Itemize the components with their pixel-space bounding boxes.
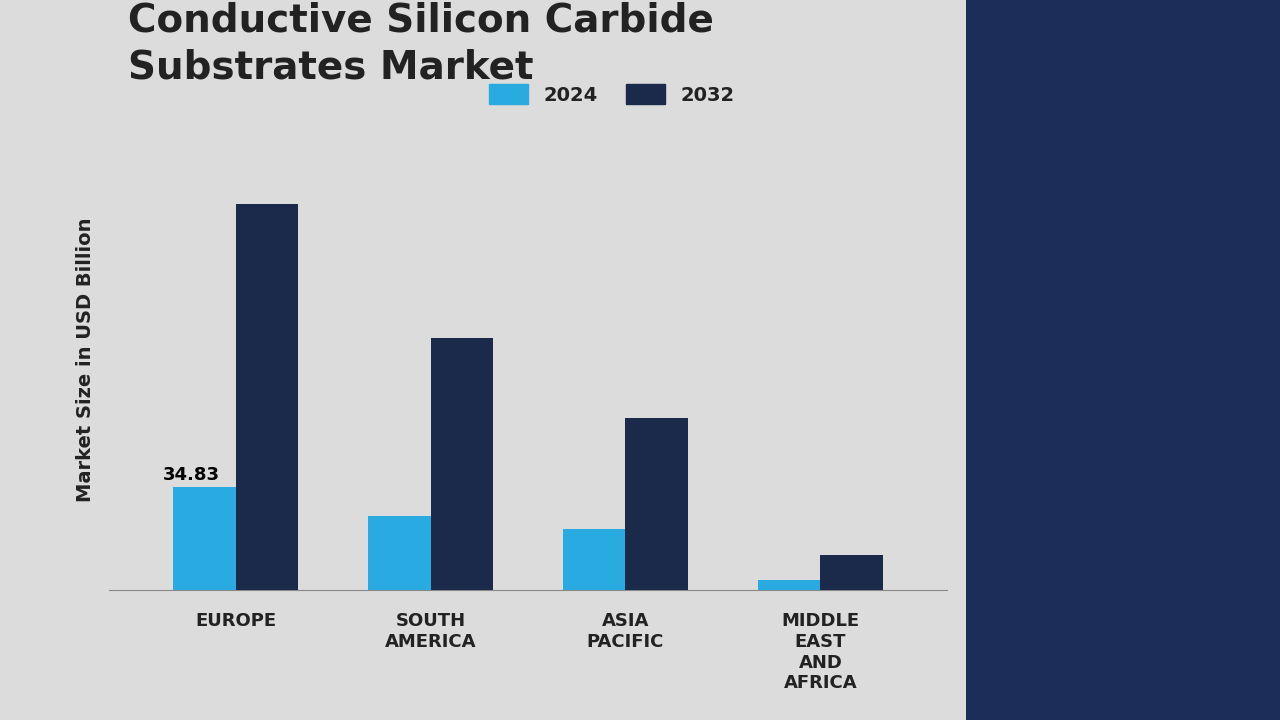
Bar (173, 487, 236, 590)
Legend: 2024, 2032: 2024, 2032 (489, 84, 735, 104)
Text: 34.83: 34.83 (163, 466, 220, 484)
Bar (758, 580, 820, 590)
Bar (369, 516, 430, 590)
Y-axis label: Market Size in USD Billion: Market Size in USD Billion (76, 217, 95, 503)
Bar (820, 554, 883, 590)
Bar (563, 529, 626, 590)
Text: Conductive Silicon Carbide
Substrates Market: Conductive Silicon Carbide Substrates Ma… (128, 1, 714, 86)
Bar (430, 338, 493, 590)
Bar (236, 204, 298, 590)
Bar (626, 418, 687, 590)
